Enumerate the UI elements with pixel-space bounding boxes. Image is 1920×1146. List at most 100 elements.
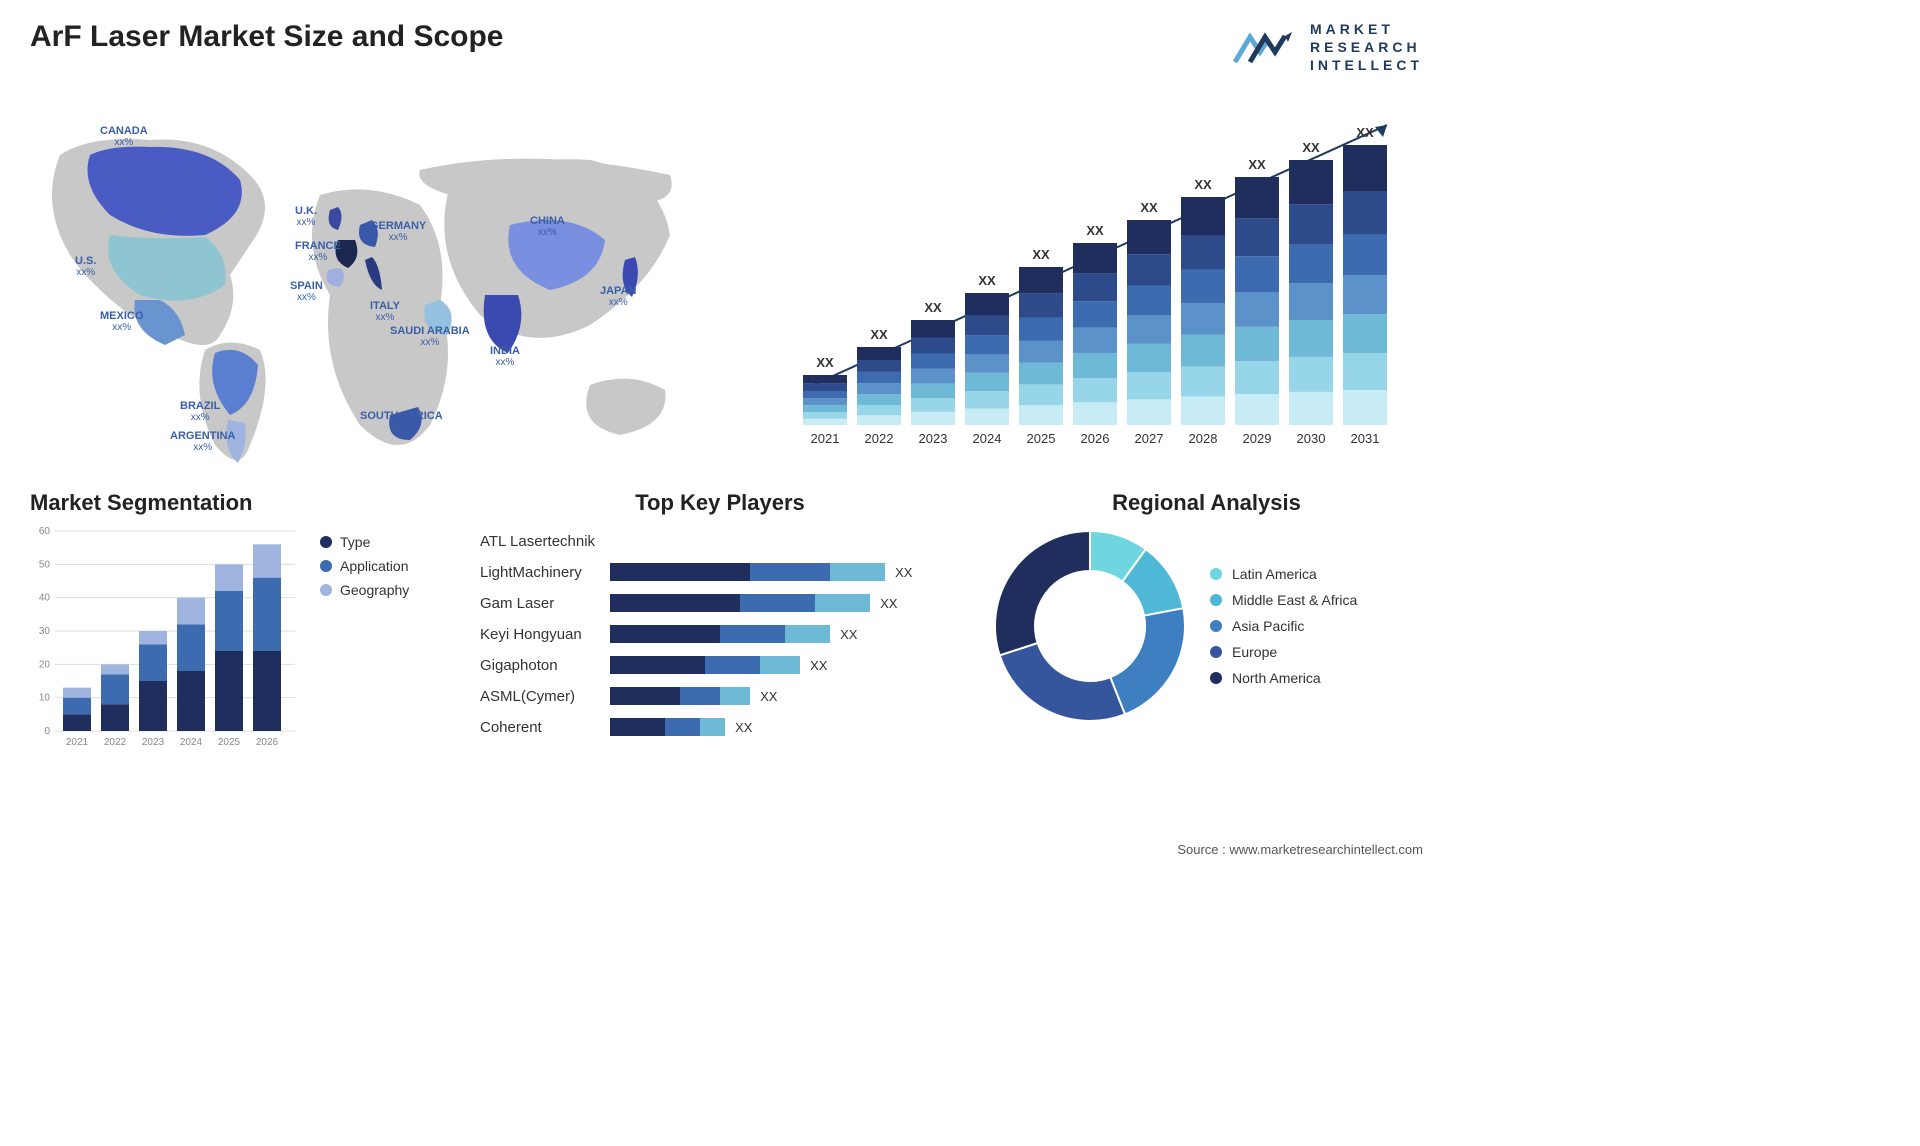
svg-text:2023: 2023: [142, 737, 165, 748]
map-label-argentina: ARGENTINAxx%: [170, 430, 235, 453]
player-name: Gigaphoton: [480, 650, 595, 681]
segmentation-title: Market Segmentation: [30, 490, 450, 516]
regional-section: Regional Analysis Latin America Middle Ea…: [990, 490, 1423, 756]
logo-line2: RESEARCH: [1310, 38, 1423, 56]
svg-text:50: 50: [39, 559, 51, 570]
svg-text:2030: 2030: [1297, 431, 1326, 446]
svg-text:XX: XX: [816, 355, 834, 370]
svg-text:40: 40: [39, 592, 51, 603]
svg-text:XX: XX: [978, 273, 996, 288]
map-label-germany: GERMANYxx%: [370, 220, 426, 243]
svg-text:XX: XX: [1032, 247, 1050, 262]
bottom-row: Market Segmentation 0 10 20 30 40 50 60 2021 202…: [30, 490, 1423, 756]
logo-line1: MARKET: [1310, 20, 1423, 38]
player-bar-row: XX: [610, 619, 960, 650]
regional-legend-item: Europe: [1210, 644, 1357, 660]
svg-text:XX: XX: [1086, 223, 1104, 238]
svg-text:2027: 2027: [1135, 431, 1164, 446]
svg-text:2029: 2029: [1243, 431, 1272, 446]
svg-text:10: 10: [39, 692, 51, 703]
player-name: ASML(Cymer): [480, 681, 595, 712]
svg-text:2028: 2028: [1189, 431, 1218, 446]
source-text: Source : www.marketresearchintellect.com: [1177, 842, 1423, 857]
svg-text:2025: 2025: [218, 737, 241, 748]
map-label-southafrica: SOUTH AFRICAxx%: [360, 410, 443, 433]
segmentation-legend: Type Application Geography: [320, 526, 409, 756]
player-bar-row: XX: [610, 650, 960, 681]
seg-legend-application: Application: [320, 558, 409, 574]
map-label-spain: SPAINxx%: [290, 280, 323, 303]
player-name: ATL Lasertechnik: [480, 526, 595, 557]
svg-text:XX: XX: [1140, 200, 1158, 215]
map-label-saudiarabia: SAUDI ARABIAxx%: [390, 325, 470, 348]
svg-text:2022: 2022: [865, 431, 894, 446]
world-map: CANADAxx% U.S.xx% MEXICOxx% BRAZILxx% ARGENT…: [30, 85, 753, 465]
players-title: Top Key Players: [480, 490, 960, 516]
map-label-canada: CANADAxx%: [100, 125, 148, 148]
player-bar-row: XX: [610, 588, 960, 619]
logo-icon: [1230, 22, 1300, 72]
logo: MARKET RESEARCH INTELLECT: [1230, 20, 1423, 75]
map-label-india: INDIAxx%: [490, 345, 520, 368]
page-title: ArF Laser Market Size and Scope: [30, 20, 504, 54]
header: ArF Laser Market Size and Scope MARKET R…: [30, 20, 1423, 75]
svg-text:XX: XX: [1248, 157, 1266, 172]
map-label-uk: U.K.xx%: [295, 205, 317, 228]
svg-text:2021: 2021: [66, 737, 89, 748]
regional-body: Latin AmericaMiddle East & AfricaAsia Pa…: [990, 526, 1423, 726]
logo-text: MARKET RESEARCH INTELLECT: [1310, 20, 1423, 75]
svg-text:2023: 2023: [919, 431, 948, 446]
svg-text:XX: XX: [1302, 140, 1320, 155]
seg-legend-type: Type: [320, 534, 409, 550]
segmentation-chart: 0102030405060202120222023202420252026: [30, 526, 300, 756]
svg-text:20: 20: [39, 659, 51, 670]
regional-title: Regional Analysis: [990, 490, 1423, 516]
svg-text:2031: 2031: [1351, 431, 1380, 446]
regional-legend-item: Latin America: [1210, 566, 1357, 582]
forecast-svg: XX 2021 XX 2022 XX 2023 XX 2024 XX 2025 XX 2026 XX 20…: [783, 85, 1423, 465]
svg-text:2026: 2026: [256, 737, 279, 748]
player-names: ATL LasertechnikLightMachineryGam LaserK…: [480, 526, 595, 743]
svg-text:2021: 2021: [811, 431, 840, 446]
svg-text:XX: XX: [1356, 125, 1374, 140]
svg-text:0: 0: [44, 726, 50, 737]
svg-text:XX: XX: [870, 327, 888, 342]
players-body: ATL LasertechnikLightMachineryGam LaserK…: [480, 526, 960, 743]
svg-text:2024: 2024: [973, 431, 1002, 446]
donut-chart: [990, 526, 1190, 726]
player-bars: XXXXXXXXXXXX: [610, 526, 960, 743]
map-label-mexico: MEXICOxx%: [100, 310, 143, 333]
player-bar-row: XX: [610, 681, 960, 712]
map-label-china: CHINAxx%: [530, 215, 565, 238]
segmentation-section: Market Segmentation 0 10 20 30 40 50 60 2021 202…: [30, 490, 450, 756]
donut-wrap: [990, 526, 1190, 726]
player-bar-row: [610, 526, 960, 557]
players-section: Top Key Players ATL LasertechnikLightMac…: [480, 490, 960, 756]
map-label-us: U.S.xx%: [75, 255, 96, 278]
player-bar-row: XX: [610, 557, 960, 588]
svg-text:30: 30: [39, 626, 51, 637]
svg-text:2026: 2026: [1081, 431, 1110, 446]
svg-text:XX: XX: [1194, 177, 1212, 192]
segmentation-body: 0102030405060202120222023202420252026 Ty…: [30, 526, 450, 756]
player-bar-row: XX: [610, 712, 960, 743]
svg-text:2025: 2025: [1027, 431, 1056, 446]
regional-legend: Latin AmericaMiddle East & AfricaAsia Pa…: [1210, 556, 1357, 696]
player-name: LightMachinery: [480, 557, 595, 588]
player-name: Gam Laser: [480, 588, 595, 619]
top-row: CANADAxx% U.S.xx% MEXICOxx% BRAZILxx% ARGENT…: [30, 85, 1423, 465]
map-label-japan: JAPANxx%: [600, 285, 636, 308]
map-label-brazil: BRAZILxx%: [180, 400, 220, 423]
svg-text:XX: XX: [924, 300, 942, 315]
regional-legend-item: North America: [1210, 670, 1357, 686]
player-name: Keyi Hongyuan: [480, 619, 595, 650]
map-label-france: FRANCExx%: [295, 240, 341, 263]
map-label-italy: ITALYxx%: [370, 300, 400, 323]
svg-text:60: 60: [39, 526, 51, 537]
logo-line3: INTELLECT: [1310, 56, 1423, 74]
forecast-chart: XX 2021 XX 2022 XX 2023 XX 2024 XX 2025 XX 2026 XX 20…: [783, 85, 1423, 465]
player-name: Coherent: [480, 712, 595, 743]
regional-legend-item: Middle East & Africa: [1210, 592, 1357, 608]
seg-legend-geography: Geography: [320, 582, 409, 598]
svg-text:2022: 2022: [104, 737, 127, 748]
